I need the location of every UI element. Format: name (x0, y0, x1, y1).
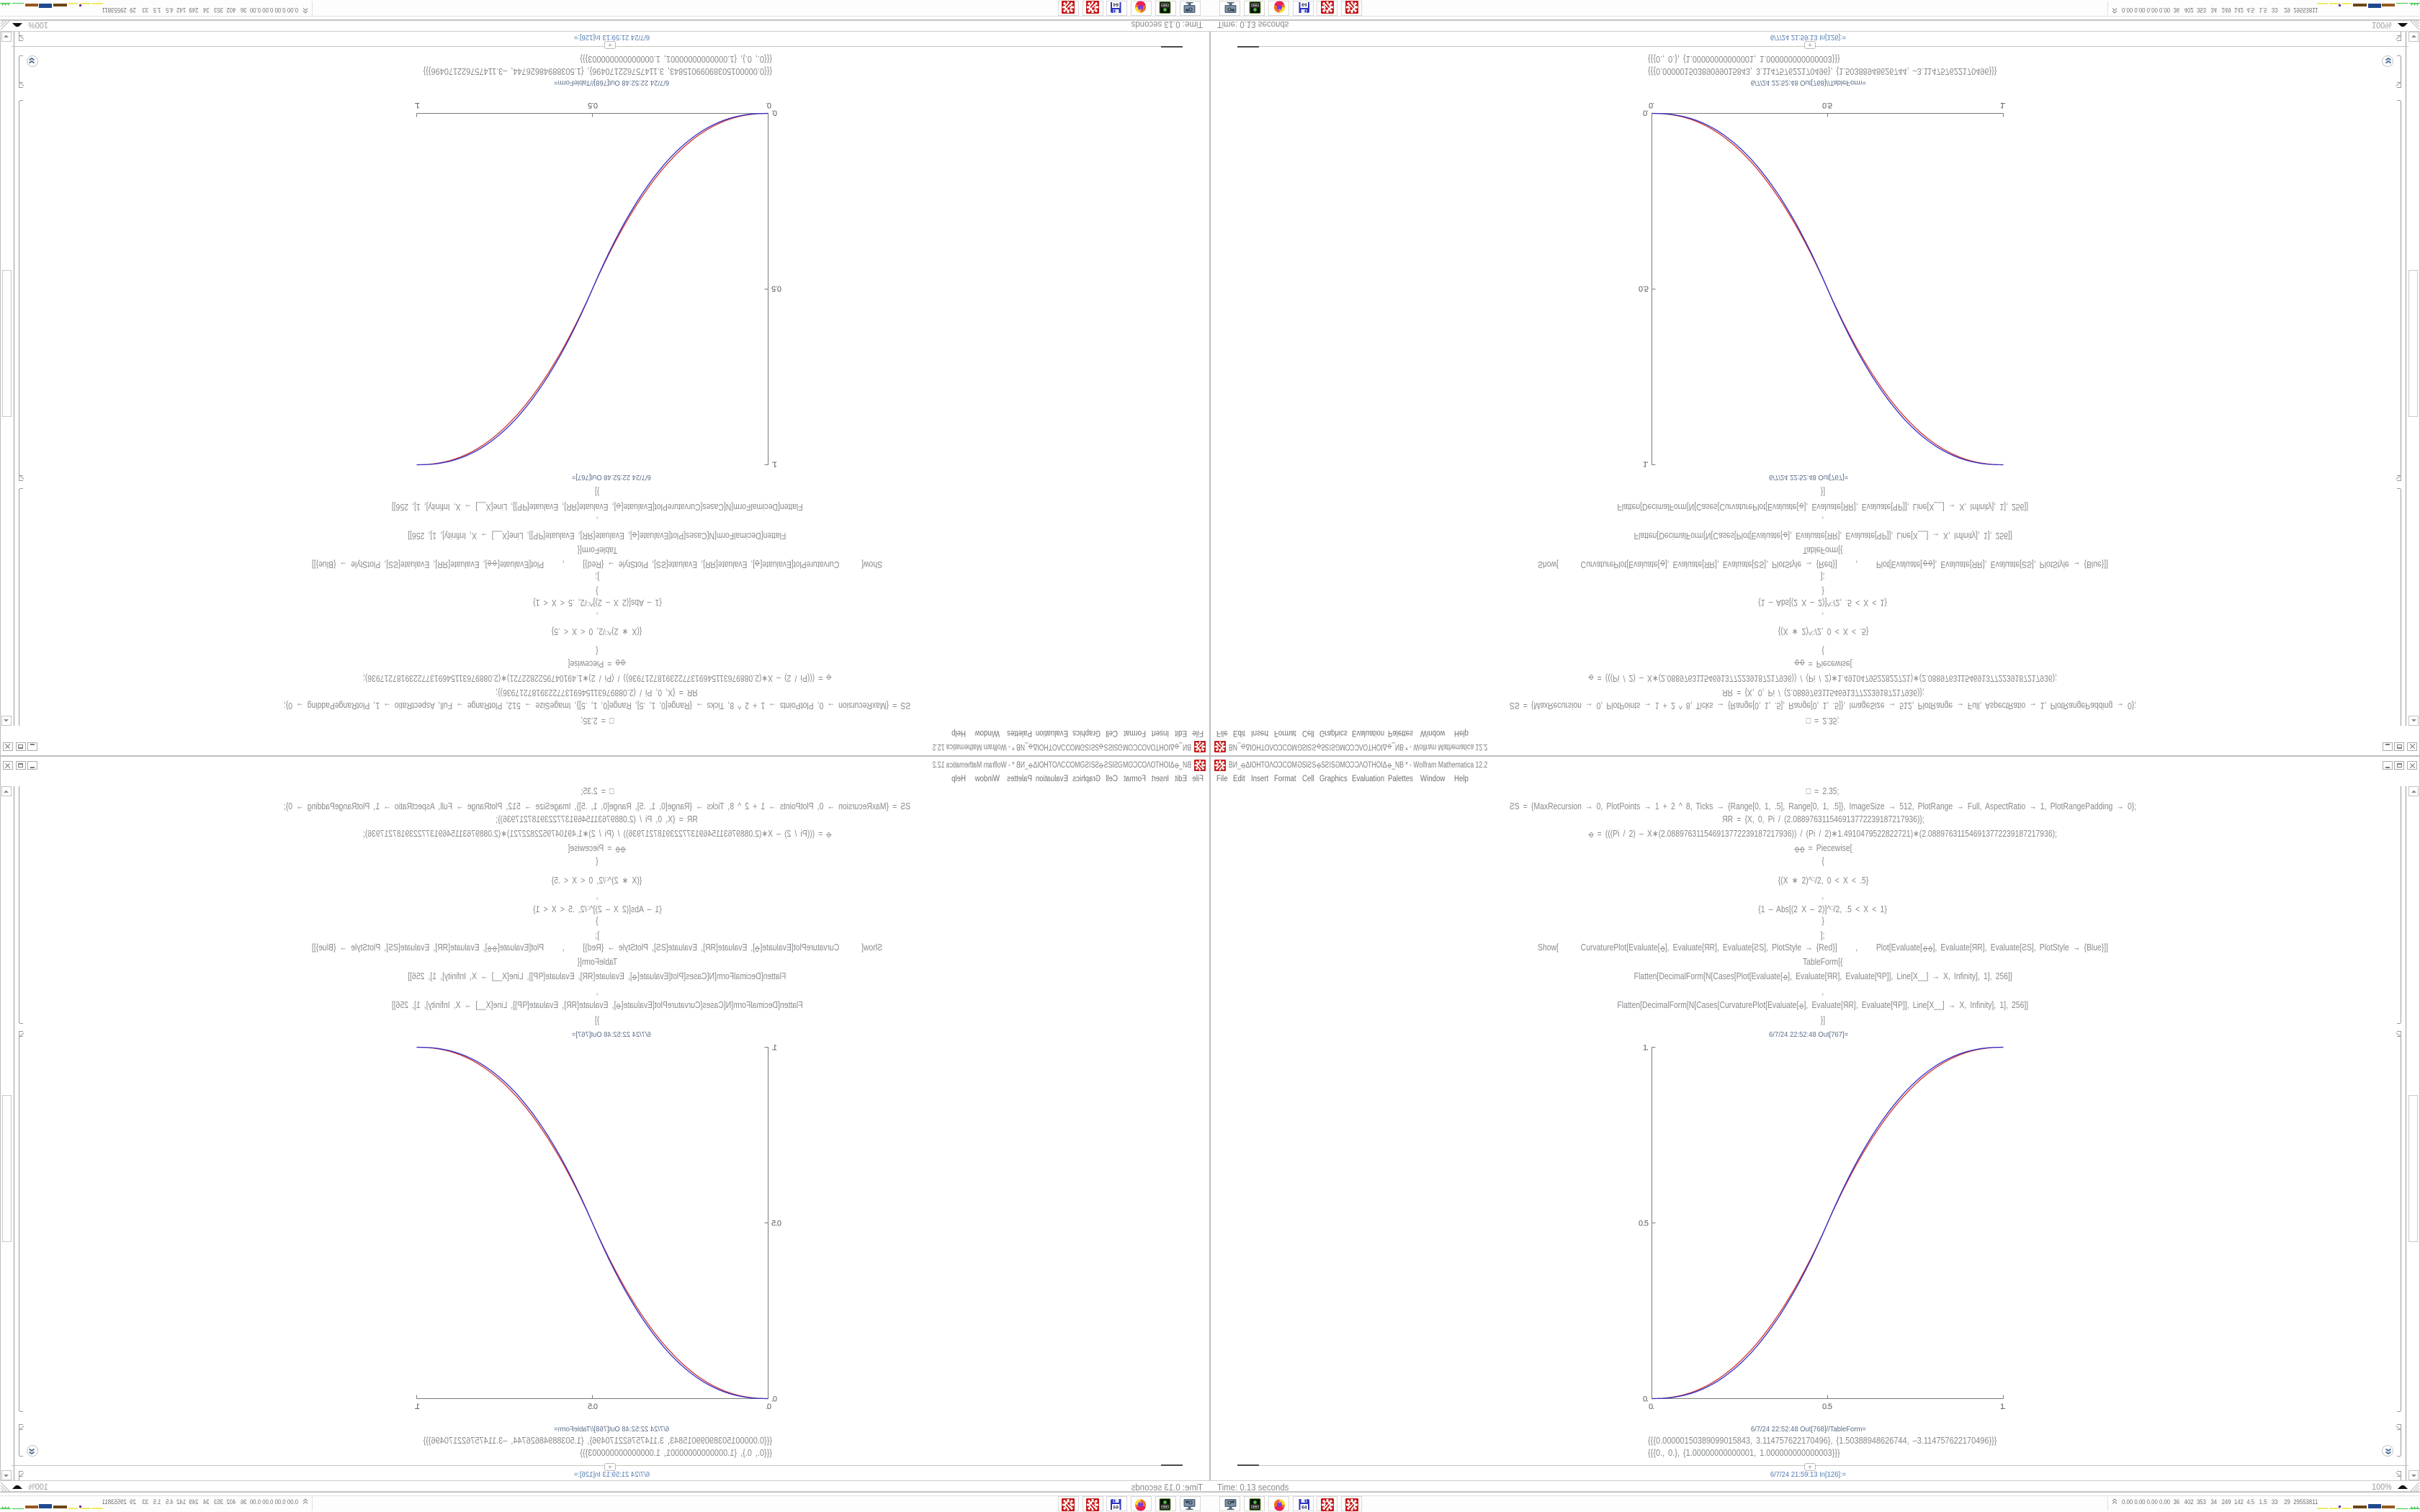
svg-text:0.: 0. (771, 1395, 777, 1403)
svg-text:1.: 1. (1643, 460, 1649, 469)
svg-text:1.: 1. (1643, 1043, 1649, 1052)
svg-text:1.: 1. (771, 460, 777, 469)
svg-text:1.: 1. (2000, 102, 2006, 110)
svg-text:64: 64 (1301, 1506, 1307, 1511)
svg-text:0.: 0. (771, 109, 777, 117)
svg-text:0.: 0. (766, 102, 771, 110)
svg-text:0.: 0. (1649, 102, 1654, 110)
svg-text:0.: 0. (766, 1403, 771, 1411)
svg-text:0.5: 0.5 (588, 1403, 598, 1411)
svg-text:64: 64 (1113, 2, 1119, 7)
svg-text:0.5: 0.5 (1639, 284, 1649, 293)
svg-text:64: 64 (1113, 1506, 1119, 1511)
svg-text:0.: 0. (1643, 109, 1649, 117)
svg-text:0.5: 0.5 (771, 284, 781, 293)
svg-text:64: 64 (1301, 2, 1307, 7)
svg-text:0.5: 0.5 (1822, 1403, 1832, 1411)
svg-text:1.: 1. (414, 1403, 420, 1411)
svg-text:0.5: 0.5 (1822, 102, 1832, 110)
svg-text:1.: 1. (771, 1043, 777, 1052)
svg-text:0.: 0. (1649, 1403, 1654, 1411)
svg-text:1.: 1. (414, 102, 420, 110)
svg-text:0.5: 0.5 (1639, 1219, 1649, 1228)
svg-text:1.: 1. (2000, 1403, 2006, 1411)
svg-text:0.5: 0.5 (771, 1219, 781, 1228)
svg-text:0.5: 0.5 (588, 102, 598, 110)
svg-text:0.: 0. (1643, 1395, 1649, 1403)
